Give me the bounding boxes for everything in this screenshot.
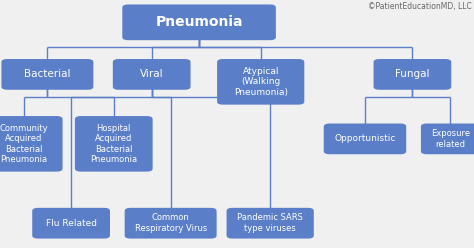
- Text: Bacterial: Bacterial: [24, 69, 71, 79]
- FancyBboxPatch shape: [374, 59, 451, 90]
- FancyBboxPatch shape: [324, 124, 406, 154]
- FancyBboxPatch shape: [421, 124, 474, 154]
- FancyBboxPatch shape: [75, 116, 153, 172]
- Text: Atypical
(Walking
Pneumonia): Atypical (Walking Pneumonia): [234, 67, 288, 97]
- Text: Flu Related: Flu Related: [46, 219, 97, 228]
- FancyBboxPatch shape: [113, 59, 191, 90]
- Text: Viral: Viral: [140, 69, 164, 79]
- Text: Fungal: Fungal: [395, 69, 429, 79]
- Text: Pneumonia: Pneumonia: [155, 15, 243, 29]
- Text: Pandemic SARS
type viruses: Pandemic SARS type viruses: [237, 214, 303, 233]
- FancyBboxPatch shape: [1, 59, 93, 90]
- FancyBboxPatch shape: [122, 4, 276, 40]
- Text: Opportunistic: Opportunistic: [334, 134, 396, 143]
- Text: Common
Respiratory Virus: Common Respiratory Virus: [135, 214, 207, 233]
- FancyBboxPatch shape: [32, 208, 110, 239]
- Text: ©PatientEducationMD, LLC: ©PatientEducationMD, LLC: [368, 2, 472, 11]
- FancyBboxPatch shape: [217, 59, 304, 105]
- FancyBboxPatch shape: [227, 208, 314, 239]
- Text: Exposure
related: Exposure related: [431, 129, 470, 149]
- FancyBboxPatch shape: [0, 116, 63, 172]
- FancyBboxPatch shape: [125, 208, 217, 239]
- Text: Hospital
Acquired
Bacterial
Pneumonia: Hospital Acquired Bacterial Pneumonia: [90, 124, 137, 164]
- Text: Community
Acquired
Bacterial
Pneumonia: Community Acquired Bacterial Pneumonia: [0, 124, 48, 164]
